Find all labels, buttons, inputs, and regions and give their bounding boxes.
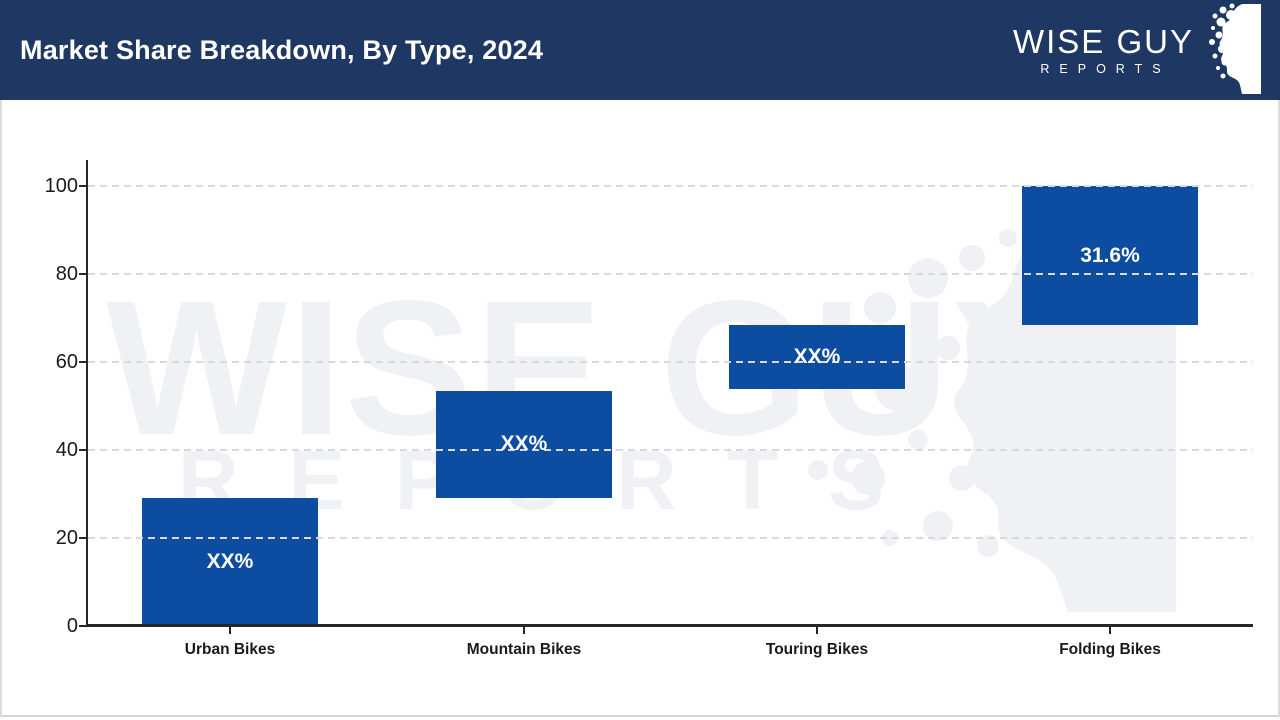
bar-value-label: XX% [500, 432, 548, 456]
grid-line [88, 449, 1253, 451]
waterfall-bar [1022, 186, 1198, 326]
brand-subtitle: REPORTS [1040, 61, 1171, 76]
grid-line [88, 361, 1253, 363]
y-axis-line [86, 160, 88, 626]
y-tick-label: 20 [55, 527, 78, 549]
y-tick-mark [79, 625, 86, 627]
y-tick-label: 0 [66, 615, 78, 637]
y-tick-label: 40 [55, 439, 78, 461]
x-category-label: Mountain Bikes [466, 641, 582, 658]
bar-value-label: XX% [793, 345, 841, 369]
x-tick-mark [1109, 627, 1111, 634]
grid-line [88, 185, 1253, 187]
x-category-label: Folding Bikes [1059, 641, 1161, 658]
waterfall-bar [142, 497, 318, 626]
x-tick-mark [229, 627, 231, 634]
x-axis-line [86, 624, 1253, 627]
y-tick-mark [79, 185, 86, 187]
page-title: Market Share Breakdown, By Type, 2024 [20, 34, 544, 65]
brand-logo: WISE GUY REPORTS [1013, 2, 1274, 99]
bar-value-label: 31.6% [1080, 243, 1140, 267]
x-tick-mark [523, 627, 525, 634]
brand-logo-text: WISE GUY REPORTS [1013, 25, 1194, 76]
waterfall-bar [729, 325, 905, 390]
y-tick-mark [79, 273, 86, 275]
y-tick-label: 100 [44, 175, 78, 197]
x-category-label: Urban Bikes [184, 641, 276, 658]
grid-line [88, 537, 1253, 539]
y-tick-label: 60 [55, 351, 78, 373]
y-tick-mark [79, 449, 86, 451]
brand-name: WISE GUY [1012, 22, 1194, 60]
grid-line [88, 273, 1253, 275]
y-tick-mark [79, 537, 86, 539]
y-tick-mark [79, 361, 86, 363]
x-tick-mark [816, 627, 818, 634]
x-category-label: Touring Bikes [765, 641, 869, 658]
y-tick-label: 80 [55, 263, 78, 285]
header-bar: Market Share Breakdown, By Type, 2024 WI… [0, 0, 1280, 100]
bar-value-label: XX% [206, 549, 254, 573]
waterfall-bar [436, 390, 612, 498]
brand-face-icon [1196, 2, 1274, 99]
